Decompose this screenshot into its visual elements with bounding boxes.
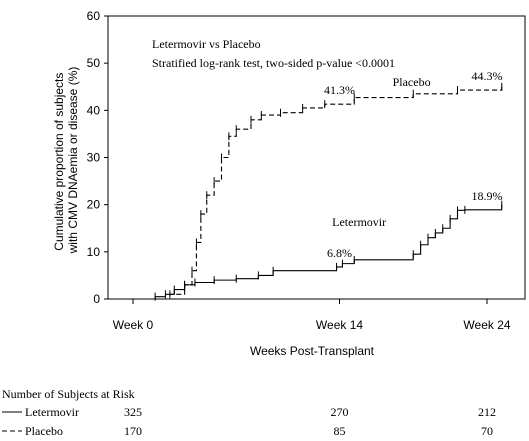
risk-row-label: Placebo [25,424,63,438]
y-axis: 0 10 20 30 40 50 60 [87,9,108,306]
y-tick-label: 20 [87,198,101,212]
y-tick-label: 50 [87,56,101,70]
y-tick-label: 10 [87,245,101,259]
annotation-layer: Letermovir 6.8% 18.9% Placebo 41.3% 44.3% [324,69,503,260]
data-label: 18.9% [472,189,503,203]
series-label-placebo: Placebo [393,75,431,89]
risk-value: 170 [124,424,142,438]
data-label: 41.3% [324,83,355,97]
y-tick-label: 30 [87,151,101,165]
risk-value: 212 [478,405,496,419]
comparison-annotation: Letermovir vs Placebo [152,37,261,51]
y-axis-title-line-1: Cumulative proportion of subjects [52,73,66,251]
data-label: 44.3% [472,69,503,83]
risk-value: 70 [481,424,493,438]
data-label: 6.8% [327,246,352,260]
risk-value: 85 [334,424,346,438]
y-tick-label: 60 [87,9,101,23]
series-line-letermovir [133,204,503,300]
risk-table: Letermovir 325 270 212 Placebo 170 85 70 [2,405,496,438]
risk-table-title: Number of Subjects at Risk [2,387,135,401]
risk-value: 325 [124,405,142,419]
y-tick-label: 0 [93,292,100,306]
series-line-placebo [133,86,503,300]
test-annotation: Stratified log-rank test, two-sided p-va… [152,56,395,70]
risk-row-label: Letermovir [25,405,79,419]
y-axis-title-line-2: with CMV DNAemia or disease (%) [66,67,80,255]
x-axis-title: Weeks Post-Transplant [250,344,375,358]
x-axis: Week 0 Week 14 Week 24 [113,299,511,332]
risk-value: 270 [331,405,349,419]
x-tick-label: Week 14 [316,318,363,332]
x-tick-label: Week 0 [113,318,154,332]
y-tick-label: 40 [87,103,101,117]
x-tick-label: Week 24 [463,318,510,332]
series-label-letermovir: Letermovir [332,215,386,229]
series-layer [133,82,503,301]
y-axis-title: Cumulative proportion of subjects with C… [52,67,80,255]
